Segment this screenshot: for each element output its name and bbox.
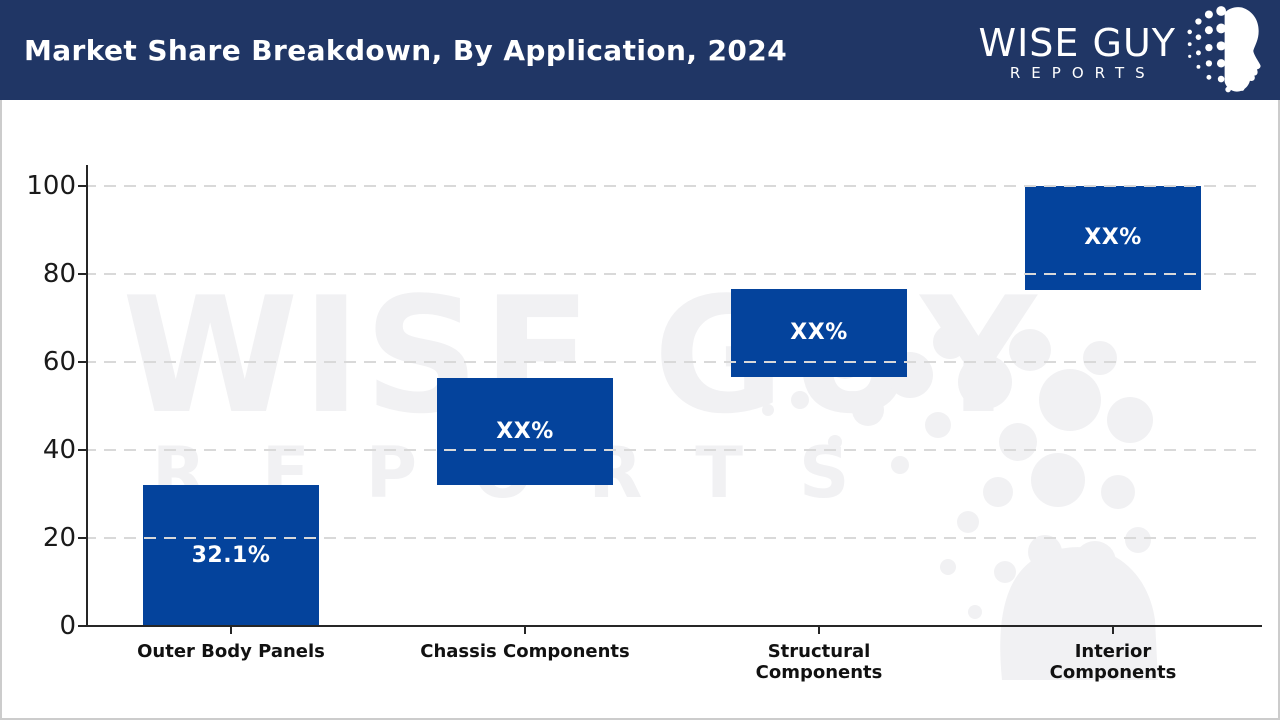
page-title: Market Share Breakdown, By Application, … bbox=[24, 33, 788, 67]
logo-reports-label: REPORTS bbox=[1009, 63, 1156, 82]
bar-value-label-structural-components: XX% bbox=[790, 320, 848, 346]
bar-value-label-interior-components: XX% bbox=[1084, 225, 1142, 251]
gridline-80 bbox=[84, 273, 1260, 275]
y-tick-mark-40 bbox=[78, 449, 86, 451]
y-axis-line bbox=[86, 165, 88, 627]
x-axis-line bbox=[86, 625, 1262, 627]
y-tick-label-40: 40 bbox=[42, 435, 76, 465]
bar-outer-body-panels: 32.1% bbox=[143, 484, 319, 626]
y-tick-label-80: 80 bbox=[42, 259, 76, 289]
logo-face-icon bbox=[1187, 6, 1261, 93]
bar-structural-components: XX% bbox=[731, 288, 907, 377]
category-label-interior-components: Interior Components bbox=[1049, 641, 1177, 683]
header: Market Share Breakdown, By Application, … bbox=[0, 0, 1280, 100]
watermark-face-icon bbox=[762, 320, 1158, 680]
brand-logo: WISE GUY REPORTS bbox=[979, 4, 1264, 100]
y-tick-mark-60 bbox=[78, 361, 86, 363]
bar-chassis-components: XX% bbox=[437, 377, 613, 485]
plot-area: 32.1% XX% XX% XX% bbox=[84, 185, 1260, 626]
y-tick-label-0: 0 bbox=[59, 611, 76, 641]
y-tick-label-60: 60 bbox=[42, 347, 76, 377]
bar-interior-components: XX% bbox=[1025, 186, 1201, 290]
category-label-outer-body-panels: Outer Body Panels bbox=[137, 641, 325, 662]
gridline-40 bbox=[84, 449, 1260, 451]
category-label-chassis-components: Chassis Components bbox=[420, 641, 630, 662]
logo-wiseguy-label: WISE GUY bbox=[978, 20, 1176, 65]
y-tick-mark-0 bbox=[78, 625, 86, 627]
bar-value-label-chassis-components: XX% bbox=[496, 418, 554, 444]
y-tick-label-100: 100 bbox=[26, 171, 76, 201]
y-tick-mark-100 bbox=[78, 185, 86, 187]
logo-text: WISE GUY REPORTS bbox=[979, 23, 1176, 82]
x-tick-mark-structural-components bbox=[818, 627, 820, 634]
y-tick-label-20: 20 bbox=[42, 523, 76, 553]
gridline-60 bbox=[84, 361, 1260, 363]
y-tick-mark-80 bbox=[78, 273, 86, 275]
category-label-structural-components: Structural Components bbox=[755, 641, 883, 683]
bar-value-label-outer-body-panels: 32.1% bbox=[191, 542, 271, 568]
y-tick-mark-20 bbox=[78, 537, 86, 539]
x-tick-mark-outer-body-panels bbox=[230, 627, 232, 634]
y-axis-labels: 0 20 40 60 80 100 bbox=[0, 171, 76, 641]
x-tick-mark-chassis-components bbox=[524, 627, 526, 634]
gridline-100 bbox=[84, 185, 1260, 187]
gridline-20 bbox=[84, 537, 1260, 539]
x-tick-mark-interior-components bbox=[1112, 627, 1114, 634]
